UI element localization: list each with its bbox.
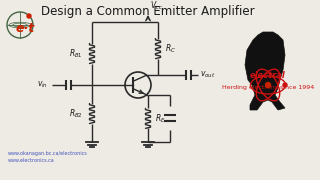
- Text: $V_{cc}$: $V_{cc}$: [150, 0, 163, 12]
- Circle shape: [266, 82, 270, 87]
- Text: $R_E$: $R_E$: [155, 112, 166, 125]
- Text: electral: electral: [250, 71, 286, 80]
- Circle shape: [283, 83, 287, 87]
- Text: $R_{B1}$: $R_{B1}$: [69, 47, 83, 60]
- Text: $R_{B2}$: $R_{B2}$: [69, 107, 83, 120]
- Polygon shape: [245, 32, 285, 110]
- Text: www.okanagan.bc.ca/electronics: www.okanagan.bc.ca/electronics: [8, 151, 88, 156]
- Text: www.electronics.ca: www.electronics.ca: [8, 158, 55, 163]
- Text: $R_C$: $R_C$: [165, 42, 176, 55]
- Text: e·t: e·t: [15, 22, 35, 35]
- Text: $v_{out}$: $v_{out}$: [200, 70, 215, 80]
- Text: $v_{in}$: $v_{in}$: [37, 80, 48, 90]
- Circle shape: [27, 14, 31, 18]
- Text: Herding electrons since 1994: Herding electrons since 1994: [222, 84, 314, 89]
- Text: Design a Common Emitter Amplifier: Design a Common Emitter Amplifier: [41, 5, 255, 18]
